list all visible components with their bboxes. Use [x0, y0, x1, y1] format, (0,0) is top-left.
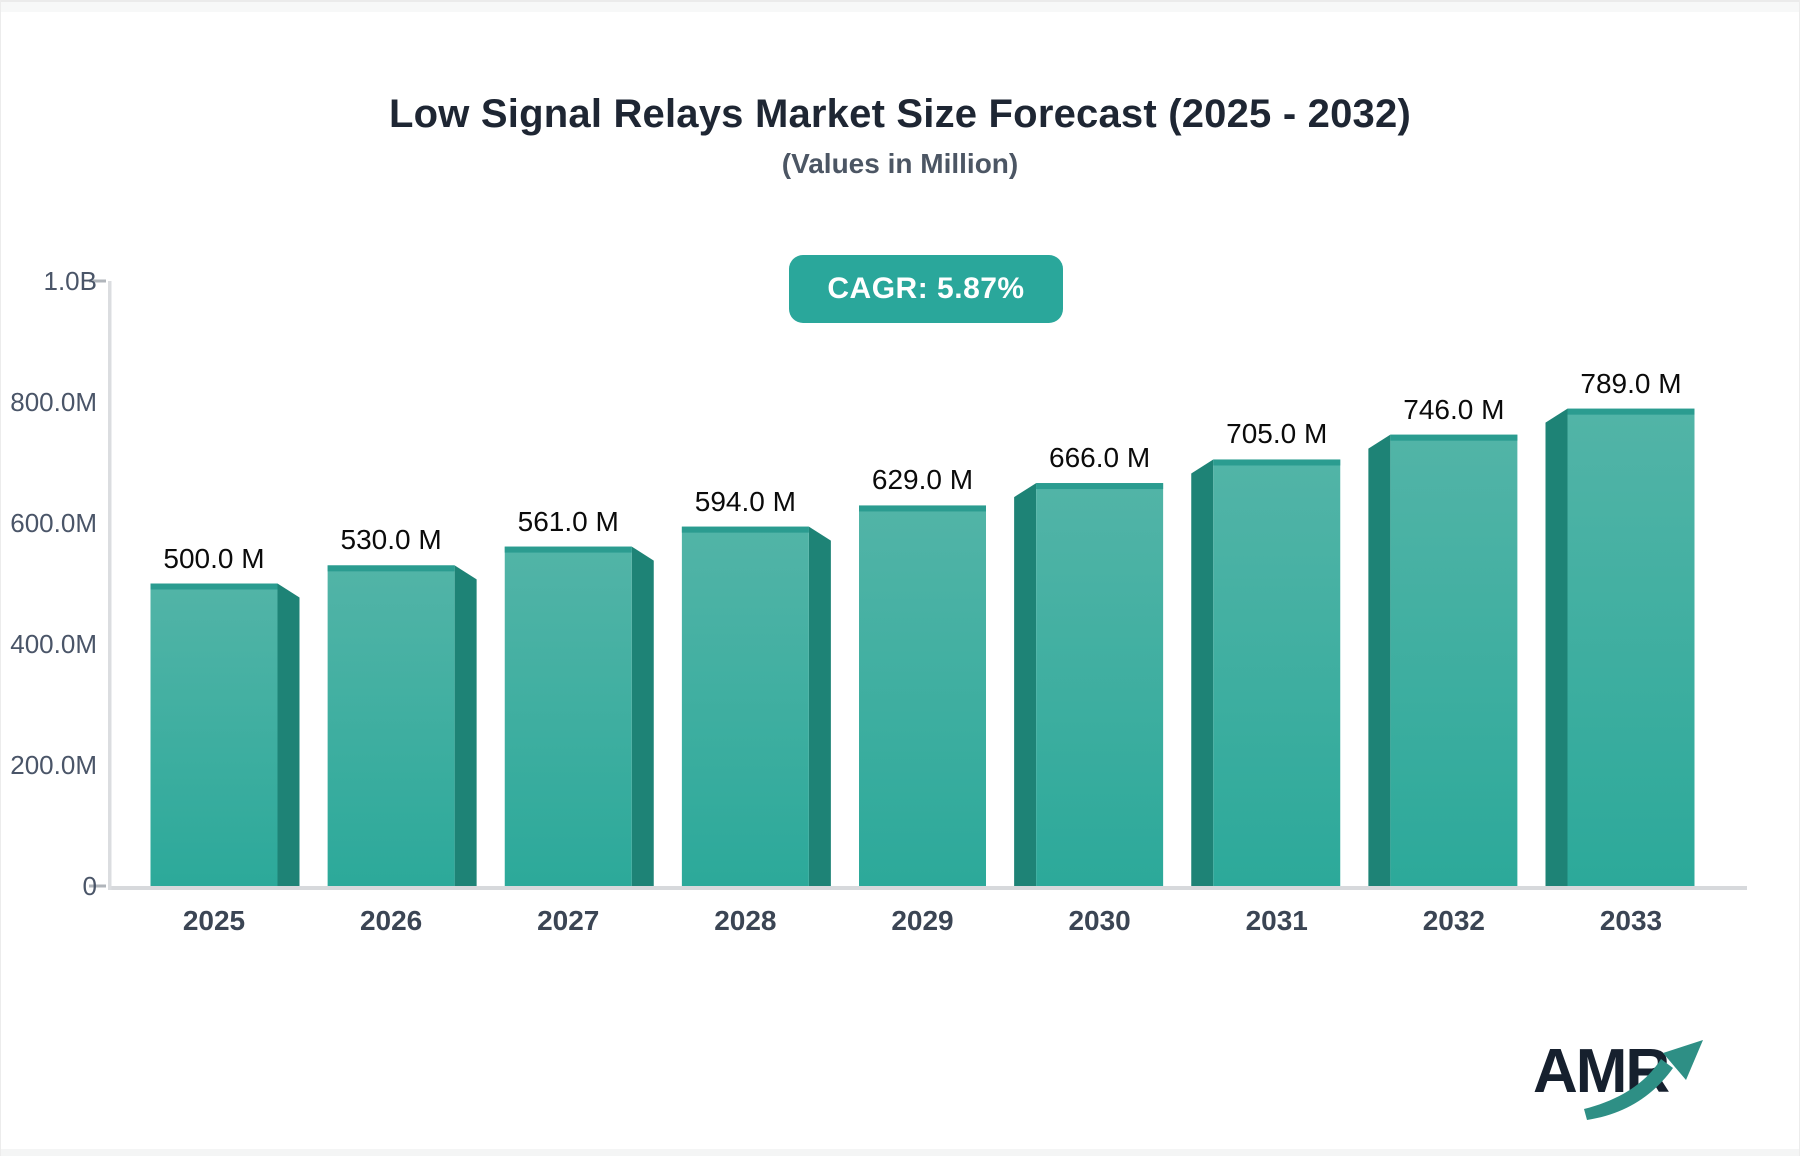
- y-axis-tick-mark: [89, 279, 106, 283]
- bar-side-face: [1545, 408, 1568, 886]
- amr-logo-graphic: AMR: [1533, 1037, 1703, 1120]
- bar-top-cap: [327, 565, 455, 572]
- bar-side-face: [1368, 434, 1391, 886]
- y-axis-tick-label: 200.0M: [10, 750, 97, 780]
- y-axis-tick-mark: [89, 884, 106, 888]
- bar-face: [1213, 459, 1341, 886]
- bar-value-label: 629.0 M: [871, 464, 974, 496]
- y-axis-tick-label: 1.0B: [43, 266, 98, 296]
- bar-2031[interactable]: [1191, 459, 1341, 886]
- chart-title: Low Signal Relays Market Size Forecast (…: [389, 92, 1411, 136]
- window-top-strip: [1, 0, 1799, 12]
- bar-face: [150, 583, 278, 886]
- bar-value-label: 594.0 M: [694, 485, 796, 517]
- bar-face: [504, 546, 632, 886]
- bar-2025[interactable]: [150, 583, 300, 887]
- bar-2028[interactable]: [681, 526, 831, 886]
- bar-top-cap: [681, 526, 809, 533]
- cagr-badge-label: CAGR: 5.87%: [827, 272, 1025, 305]
- bar-top-cap: [1213, 459, 1341, 466]
- amr-logo: AMR: [1529, 1028, 1729, 1132]
- x-axis-label-2028: 2028: [714, 905, 777, 936]
- bar-2030[interactable]: [1014, 483, 1164, 886]
- bar-side-face: [277, 583, 300, 886]
- bar-2026[interactable]: [327, 565, 477, 886]
- bar-face: [1390, 434, 1518, 886]
- bar-2032[interactable]: [1368, 434, 1518, 886]
- x-axis-label-2030: 2030: [1068, 905, 1131, 936]
- x-axis-line: [108, 886, 1747, 890]
- bar-value-label: 746.0 M: [1403, 393, 1505, 425]
- x-axis-label-2032: 2032: [1422, 905, 1486, 936]
- bar-top-cap: [504, 546, 632, 553]
- x-axis-label-2026: 2026: [359, 905, 423, 936]
- x-axis-label-2029: 2029: [891, 905, 954, 936]
- amr-logo-text: AMR: [1533, 1037, 1669, 1106]
- bar-side-face: [454, 565, 477, 886]
- bar-side-face: [808, 526, 831, 886]
- y-axis-line: [108, 281, 112, 890]
- bar-face: [327, 565, 455, 886]
- bar-side-face: [631, 546, 654, 886]
- x-axis-label-2025: 2025: [182, 905, 246, 936]
- cagr-badge: CAGR: 5.87%: [789, 255, 1063, 323]
- bar-2029[interactable]: [859, 505, 986, 886]
- bar-value-label: 561.0 M: [517, 505, 619, 537]
- x-axis-label-2027: 2027: [537, 905, 600, 936]
- bar-2027[interactable]: [504, 546, 654, 886]
- bar-value-label: 789.0 M: [1580, 367, 1682, 399]
- bar-value-label: 666.0 M: [1049, 442, 1151, 474]
- window-bottom-strip: [1, 1149, 1799, 1156]
- bar-top-cap: [1567, 408, 1695, 415]
- y-axis-tick-label: 400.0M: [10, 629, 97, 659]
- x-axis-label-2031: 2031: [1245, 905, 1308, 936]
- trend-arrow-icon: [1584, 1040, 1703, 1120]
- bar-top-cap: [150, 583, 278, 590]
- bar-face: [859, 505, 986, 886]
- bar-side-face: [1014, 483, 1037, 886]
- x-axis-label-2033: 2033: [1599, 905, 1663, 936]
- y-axis-tick-label: 800.0M: [10, 387, 97, 417]
- bar-2033[interactable]: [1545, 408, 1695, 886]
- y-axis-tick-label: 0: [82, 871, 97, 901]
- bar-top-cap: [1036, 483, 1164, 490]
- bar-face: [681, 526, 809, 886]
- bar-top-cap: [1390, 434, 1518, 441]
- bar-face: [1567, 408, 1695, 886]
- y-axis-tick-label: 600.0M: [10, 508, 97, 538]
- bar-top-cap: [859, 505, 986, 512]
- bar-value-label: 705.0 M: [1226, 418, 1328, 450]
- chart-subtitle: (Values in Million): [781, 148, 1019, 179]
- bar-value-label: 530.0 M: [340, 524, 442, 556]
- bar-face: [1036, 483, 1164, 886]
- bar-side-face: [1191, 459, 1214, 886]
- bar-value-label: 500.0 M: [163, 542, 265, 574]
